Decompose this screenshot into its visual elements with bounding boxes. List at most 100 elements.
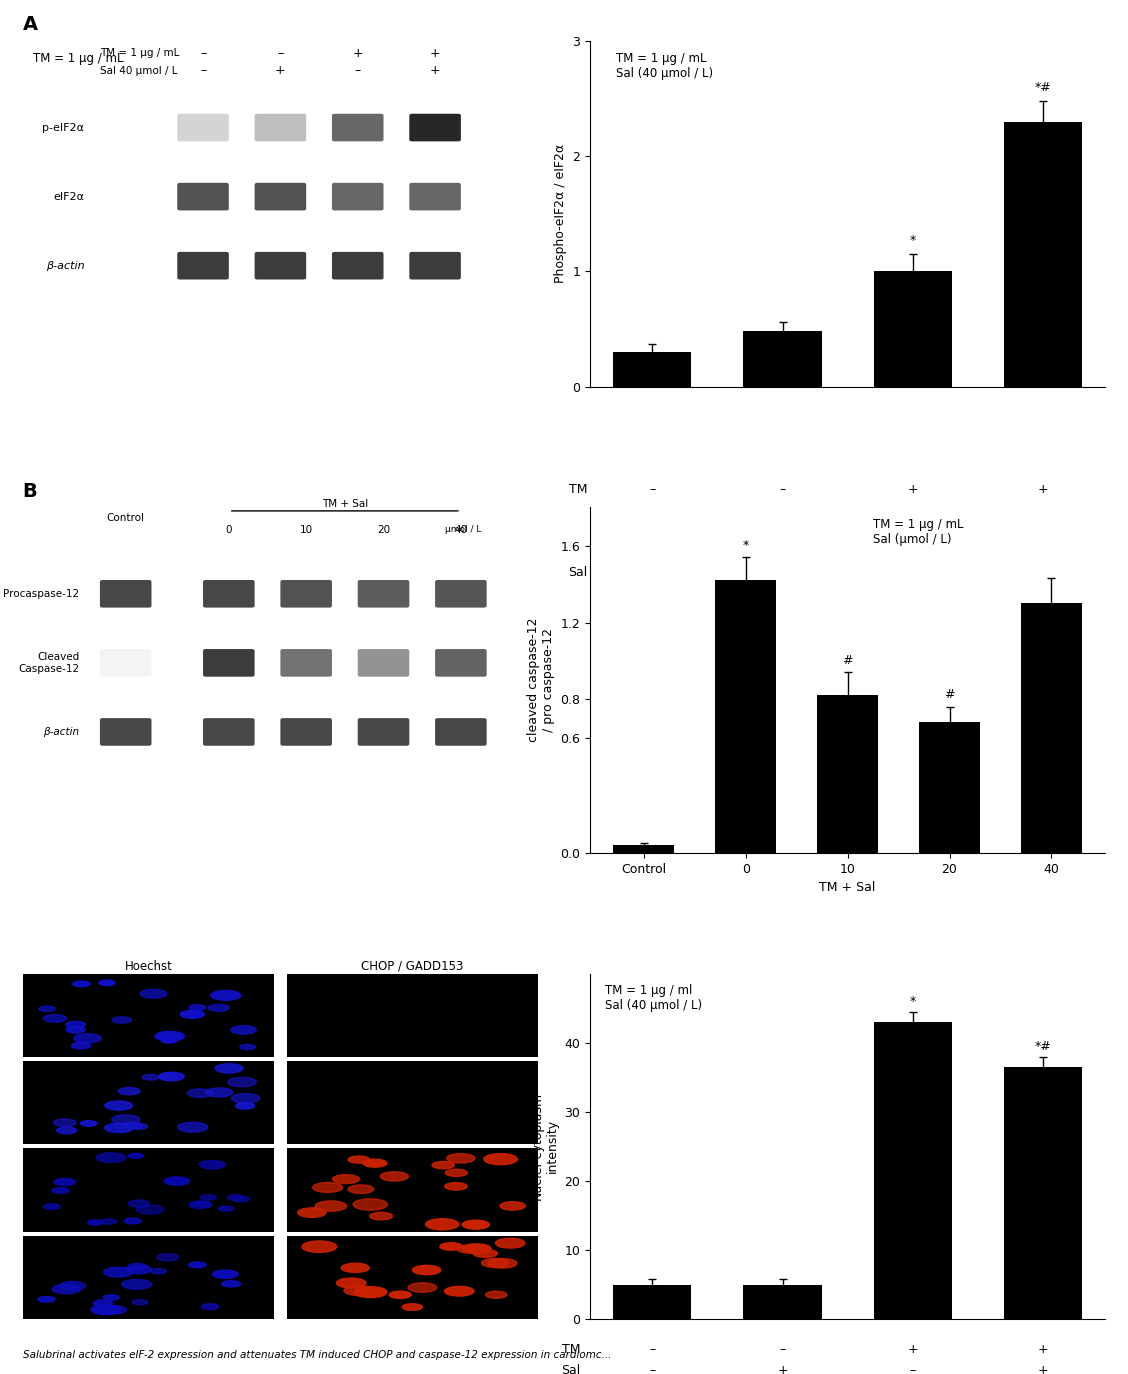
Circle shape	[136, 1205, 164, 1215]
Text: #: #	[843, 654, 853, 666]
Circle shape	[218, 1206, 233, 1210]
Circle shape	[180, 1010, 204, 1018]
Circle shape	[131, 1124, 148, 1129]
Text: –: –	[909, 1364, 916, 1374]
FancyBboxPatch shape	[255, 251, 306, 279]
Text: TM: TM	[569, 484, 588, 496]
Circle shape	[213, 1270, 238, 1278]
Circle shape	[408, 1283, 437, 1293]
Text: B: B	[23, 481, 37, 500]
Circle shape	[103, 1294, 120, 1300]
Circle shape	[347, 1184, 373, 1194]
FancyBboxPatch shape	[435, 719, 486, 746]
Circle shape	[336, 1278, 367, 1287]
Circle shape	[474, 1249, 497, 1257]
Circle shape	[370, 1212, 393, 1220]
Circle shape	[232, 1195, 249, 1202]
Text: β-actin: β-actin	[46, 261, 85, 271]
Text: TM = 1 µg / mL: TM = 1 µg / mL	[100, 48, 179, 58]
Title: Hoechst: Hoechst	[124, 959, 173, 973]
Text: TM = 1 µg / mL: TM = 1 µg / mL	[33, 52, 123, 65]
Circle shape	[129, 1200, 150, 1208]
Circle shape	[88, 1220, 103, 1226]
Bar	[614, 1285, 691, 1319]
Circle shape	[333, 1175, 360, 1183]
Circle shape	[127, 1263, 147, 1270]
Circle shape	[43, 1014, 67, 1022]
Circle shape	[99, 980, 115, 985]
Circle shape	[402, 1304, 422, 1311]
Text: –: –	[649, 1364, 655, 1374]
Circle shape	[187, 1088, 213, 1098]
Circle shape	[104, 1267, 133, 1276]
Text: –: –	[779, 484, 785, 496]
Circle shape	[118, 1087, 140, 1095]
Circle shape	[461, 1243, 491, 1253]
Text: TM + Sal: TM + Sal	[321, 499, 368, 510]
Circle shape	[315, 1201, 346, 1212]
Circle shape	[500, 1202, 526, 1210]
Bar	[874, 1022, 952, 1319]
Text: *: *	[909, 235, 916, 247]
Circle shape	[205, 1088, 232, 1096]
Circle shape	[65, 1021, 86, 1028]
Circle shape	[159, 1072, 184, 1081]
Circle shape	[129, 1153, 143, 1158]
Circle shape	[105, 1101, 132, 1110]
Circle shape	[485, 1292, 506, 1298]
Circle shape	[157, 1253, 179, 1261]
Circle shape	[312, 1183, 343, 1193]
Circle shape	[215, 1063, 243, 1073]
Text: *: *	[909, 995, 916, 1009]
Circle shape	[227, 1194, 244, 1201]
Circle shape	[188, 1201, 212, 1209]
Circle shape	[188, 1004, 205, 1010]
Circle shape	[389, 1292, 412, 1298]
Circle shape	[80, 1121, 97, 1127]
Text: 10: 10	[300, 525, 312, 534]
Circle shape	[302, 1241, 336, 1253]
FancyBboxPatch shape	[100, 580, 151, 607]
X-axis label: TM + Sal: TM + Sal	[819, 881, 875, 894]
Text: +: +	[352, 47, 363, 60]
Circle shape	[96, 1153, 125, 1162]
Y-axis label: Phospho-eIF2α / eIF2α: Phospho-eIF2α / eIF2α	[554, 144, 566, 283]
Text: +: +	[777, 566, 787, 580]
Circle shape	[53, 1118, 77, 1127]
Circle shape	[228, 1077, 256, 1087]
Bar	[614, 845, 675, 853]
Circle shape	[446, 1169, 467, 1176]
Circle shape	[37, 1297, 55, 1303]
Y-axis label: Nuclei-cytoplasm
intensity: Nuclei-cytoplasm intensity	[530, 1092, 558, 1201]
Y-axis label: cleaved caspase-12
/ pro caspase-12: cleaved caspase-12 / pro caspase-12	[527, 618, 555, 742]
FancyBboxPatch shape	[177, 114, 229, 142]
Bar	[1004, 1068, 1082, 1319]
Text: Sal: Sal	[567, 566, 588, 580]
Circle shape	[236, 1103, 255, 1109]
Circle shape	[60, 1282, 86, 1290]
FancyBboxPatch shape	[203, 649, 255, 676]
Text: 20: 20	[377, 525, 390, 534]
FancyBboxPatch shape	[358, 580, 409, 607]
Circle shape	[200, 1161, 226, 1169]
Circle shape	[231, 1094, 259, 1103]
Text: eIF2α: eIF2α	[53, 191, 85, 202]
Bar	[919, 723, 980, 853]
Circle shape	[231, 1025, 256, 1035]
Circle shape	[123, 1123, 143, 1129]
Text: *#: *#	[1034, 81, 1051, 95]
Text: TM = 1 μg / ml
Sal (40 μmol / L): TM = 1 μg / ml Sal (40 μmol / L)	[606, 984, 703, 1013]
Text: 0: 0	[226, 525, 232, 534]
Circle shape	[155, 1032, 184, 1041]
Text: TM = 1 μg / mL
Sal (μmol / L): TM = 1 μg / mL Sal (μmol / L)	[873, 518, 964, 545]
Circle shape	[195, 1201, 211, 1206]
Text: Sal: Sal	[562, 1364, 581, 1374]
Circle shape	[132, 1300, 148, 1305]
FancyBboxPatch shape	[281, 649, 332, 676]
Text: Procaspase-12: Procaspase-12	[3, 589, 79, 599]
FancyBboxPatch shape	[332, 183, 384, 210]
Text: +: +	[907, 484, 918, 496]
Circle shape	[124, 1219, 141, 1224]
Text: β-actin: β-actin	[43, 727, 79, 736]
Circle shape	[73, 981, 90, 987]
